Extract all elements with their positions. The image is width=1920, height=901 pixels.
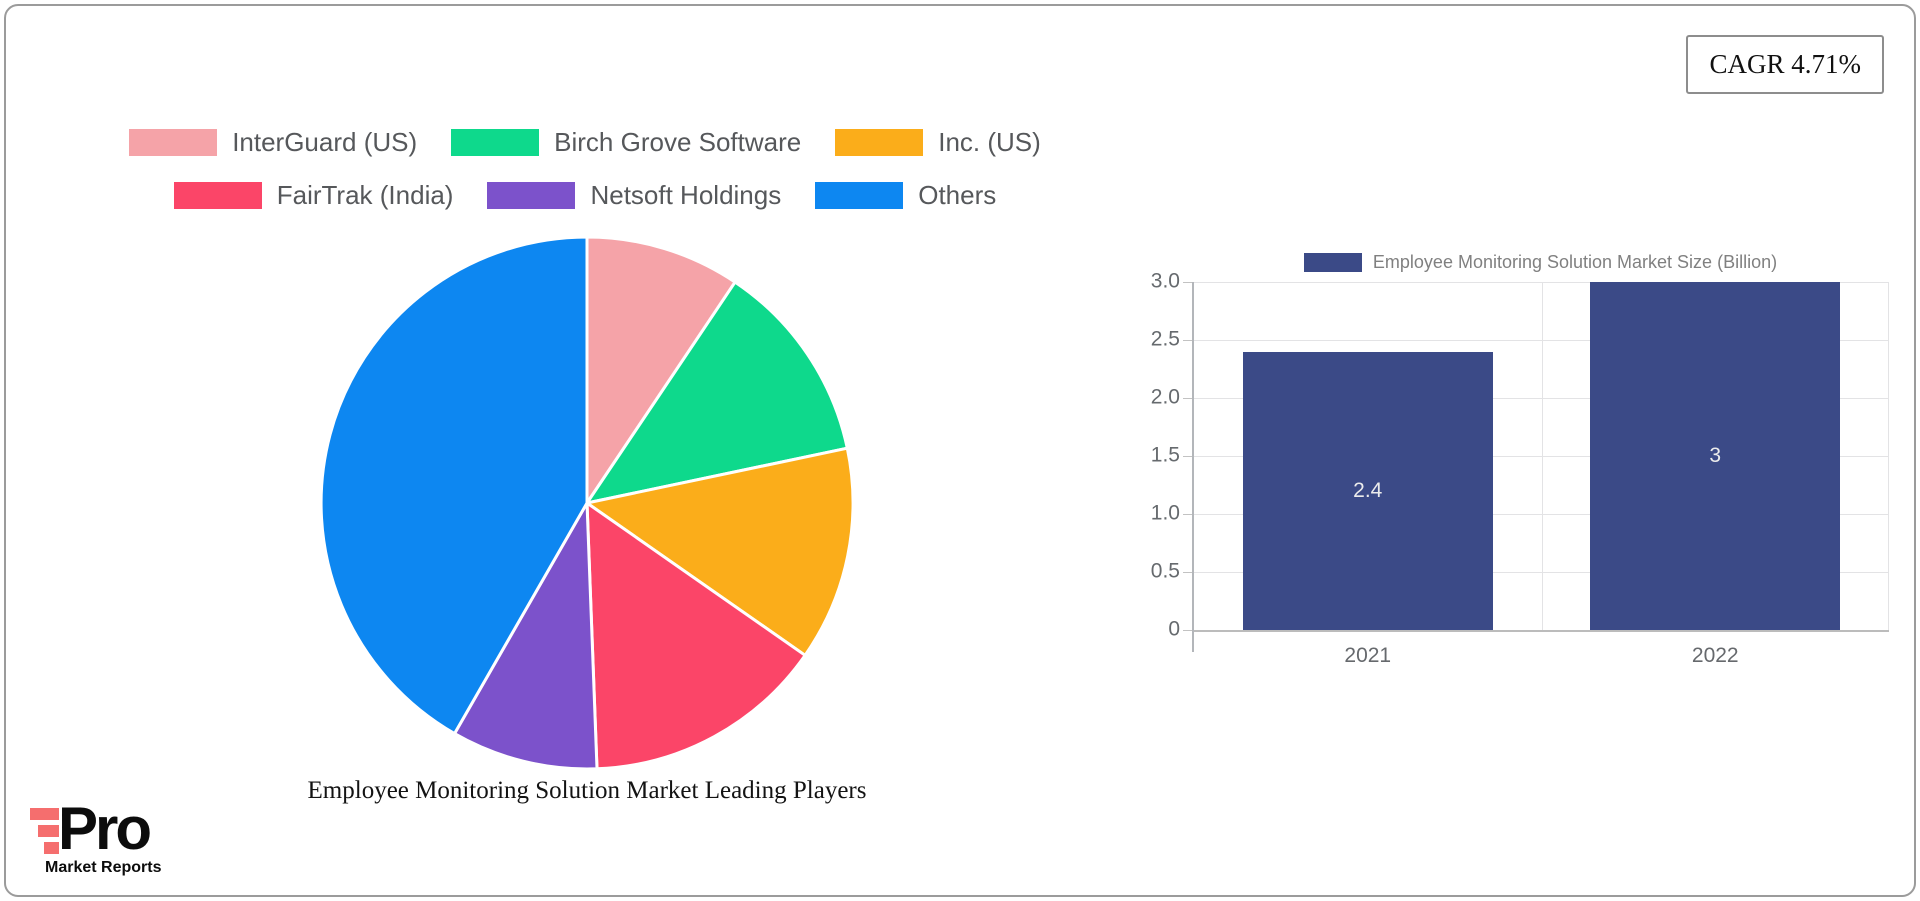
x-axis-label-2022: 2022	[1691, 644, 1739, 667]
bar-2022-value: 3	[1709, 444, 1722, 467]
legend-item-birch-grove[interactable]: Birch Grove Software	[451, 127, 801, 158]
bar-2021[interactable]: 2.4	[1242, 351, 1493, 630]
legend-label-inc-us: Inc. (US)	[938, 127, 1041, 157]
pie-chart[interactable]	[316, 232, 858, 774]
vertical-gridline-right	[1888, 282, 1889, 630]
legend-item-interguard[interactable]: InterGuard (US)	[129, 127, 417, 158]
pie-chart-title: Employee Monitoring Solution Market Lead…	[307, 777, 867, 804]
legend-item-inc-us[interactable]: Inc. (US)	[835, 127, 1041, 158]
legend-label-birch-grove: Birch Grove Software	[554, 127, 802, 157]
y-axis-extension	[1192, 630, 1194, 652]
y-tick-label-0: 0	[1168, 617, 1180, 641]
bar-chart-legend[interactable]: Employee Monitoring Solution Market Size…	[1192, 252, 1889, 273]
y-tick-label-2.5: 2.5	[1150, 327, 1180, 351]
legend-label-fairtrak: FairTrak (India)	[276, 180, 454, 210]
bar-2022[interactable]: 3	[1590, 282, 1841, 630]
bar-2021-value: 2.4	[1353, 478, 1383, 502]
legend-item-netsoft[interactable]: Netsoft Holdings	[487, 180, 781, 211]
legend-item-others[interactable]: Others	[815, 180, 996, 211]
pie-chart-svg[interactable]	[316, 232, 858, 774]
bar-chart-plot-area: 3.0 2.5 2.0 1.5 1.0 0.5 0 2.4 3 2021 2022	[1151, 270, 1889, 667]
y-tick-label-0.5: 0.5	[1150, 559, 1180, 583]
legend-swatch-interguard[interactable]	[129, 129, 218, 156]
legend-label-others: Others	[918, 180, 997, 210]
cagr-badge: CAGR 4.71%	[1686, 35, 1884, 94]
y-tick-mark	[1183, 398, 1192, 399]
y-tick-mark	[1183, 514, 1192, 515]
y-tick-label-2.0: 2.0	[1150, 385, 1180, 409]
brand-logo: Pro Market Reports	[30, 795, 162, 877]
legend-item-fairtrak[interactable]: FairTrak (India)	[173, 180, 454, 211]
legend-label-netsoft: Netsoft Holdings	[590, 180, 782, 210]
legend-swatch-netsoft[interactable]	[487, 182, 576, 209]
legend-swatch-birch-grove[interactable]	[451, 129, 540, 156]
y-tick-label-1.0: 1.0	[1150, 501, 1180, 525]
vertical-gridline-mid	[1541, 282, 1543, 630]
y-tick-mark	[1183, 630, 1192, 631]
brand-name: Pro	[58, 795, 152, 862]
legend-swatch-others[interactable]	[815, 182, 904, 209]
y-tick-mark	[1183, 282, 1192, 283]
x-axis-label-2021: 2021	[1344, 644, 1392, 667]
y-tick-mark	[1183, 340, 1192, 341]
y-tick-label-1.5: 1.5	[1150, 443, 1180, 467]
pie-legend-row-2: FairTrak (India) Netsoft Holdings Others	[173, 180, 996, 211]
bar-legend-label: Employee Monitoring Solution Market Size…	[1372, 252, 1778, 272]
logo-bars-icon	[30, 804, 59, 854]
y-tick-mark	[1183, 572, 1192, 573]
y-tick-mark	[1183, 456, 1192, 457]
pie-legend: InterGuard (US) Birch Grove Software Inc…	[70, 127, 1100, 211]
pie-legend-row-1: InterGuard (US) Birch Grove Software Inc…	[129, 127, 1041, 158]
legend-swatch-inc-us[interactable]	[835, 129, 924, 156]
brand-tagline: Market Reports	[45, 859, 162, 877]
brand-logo-row: Pro	[30, 795, 161, 862]
y-tick-label-3.0: 3.0	[1150, 269, 1180, 293]
bar-legend-swatch[interactable]	[1303, 253, 1362, 272]
legend-swatch-fairtrak[interactable]	[173, 182, 262, 209]
legend-label-interguard: InterGuard (US)	[232, 127, 418, 157]
